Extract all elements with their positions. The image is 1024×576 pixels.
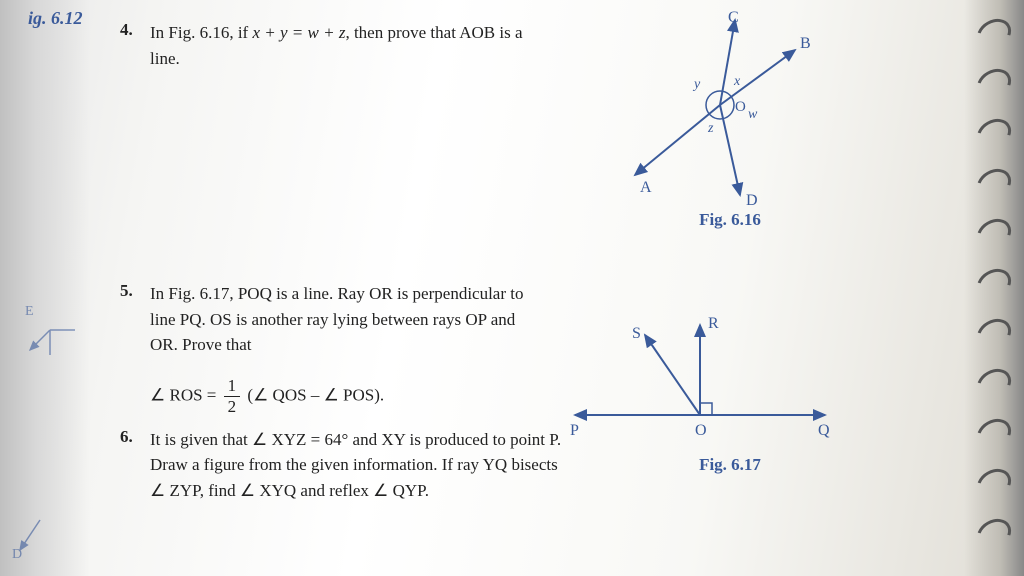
p4-equation: x + y = w + z: [252, 23, 345, 42]
figure-6-17-svg: P Q O R S: [560, 310, 840, 450]
label-A: A: [640, 179, 652, 196]
figure-6-16: A B C D O x y z w Fig. 6.16: [600, 10, 820, 230]
label-C: C: [728, 10, 739, 26]
corner-reference: ig. 6.12: [28, 8, 83, 29]
label-B: B: [800, 35, 811, 52]
label-y: y: [692, 77, 701, 92]
margin-label-e: E: [25, 304, 34, 319]
problem-6-text: It is given that ∠ XYZ = 64° and XY is p…: [150, 427, 570, 504]
figure-6-16-label: Fig. 6.16: [640, 210, 820, 230]
margin-sketch-d: D: [10, 510, 70, 565]
label-z: z: [707, 121, 714, 136]
margin-sketch-e: E: [20, 300, 80, 365]
label-D: D: [746, 192, 758, 209]
label-R: R: [708, 315, 719, 332]
label-x: x: [733, 74, 741, 89]
problem-4-text: In Fig. 6.16, if x + y = w + z, then pro…: [150, 20, 540, 71]
p4-text-pre: In Fig. 6.16, if: [150, 23, 252, 42]
label-Q: Q: [818, 422, 830, 439]
figure-6-16-svg: A B C D O x y z w: [600, 10, 820, 210]
frac-numerator: 1: [224, 376, 241, 397]
label-O: O: [695, 422, 707, 439]
figure-6-17: P Q O R S Fig. 6.17: [560, 310, 840, 480]
problem-6-number: 6.: [120, 427, 150, 504]
label-O: O: [735, 99, 746, 115]
formula-lhs: ∠ ROS =: [150, 385, 221, 404]
page-curl-left: [0, 0, 90, 576]
label-P: P: [570, 422, 579, 439]
problem-4-number: 4.: [120, 20, 150, 71]
formula-rhs: (∠ QOS – ∠ POS).: [243, 385, 384, 404]
frac-denominator: 2: [224, 397, 241, 417]
margin-label-d: D: [12, 547, 22, 560]
problem-5-text: In Fig. 6.17, POQ is a line. Ray OR is p…: [150, 281, 540, 358]
problem-5-number: 5.: [120, 281, 150, 358]
fraction: 12: [224, 376, 241, 417]
label-S: S: [632, 325, 641, 342]
label-w: w: [748, 107, 758, 122]
figure-6-17-label: Fig. 6.17: [620, 455, 840, 475]
notebook-spiral: [976, 0, 1016, 576]
